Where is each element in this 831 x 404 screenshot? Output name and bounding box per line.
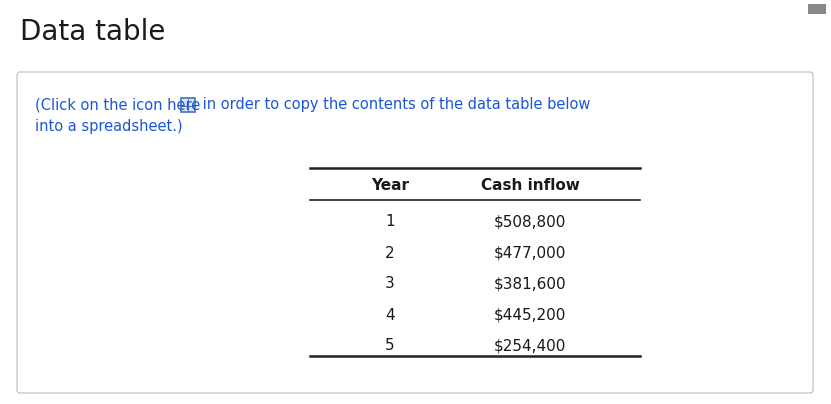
Text: $381,600: $381,600 xyxy=(494,276,566,292)
Text: (Click on the icon here: (Click on the icon here xyxy=(35,97,205,112)
Text: Year: Year xyxy=(371,177,409,192)
Text: $477,000: $477,000 xyxy=(494,246,566,261)
Text: into a spreadsheet.): into a spreadsheet.) xyxy=(35,120,183,135)
Text: Cash inflow: Cash inflow xyxy=(480,177,579,192)
Text: $508,800: $508,800 xyxy=(494,215,566,229)
Bar xyxy=(181,98,195,112)
Text: $445,200: $445,200 xyxy=(494,307,566,322)
Text: in order to copy the contents of the data table below: in order to copy the contents of the dat… xyxy=(199,97,591,112)
Text: Data table: Data table xyxy=(20,18,165,46)
Text: $254,400: $254,400 xyxy=(494,339,566,354)
FancyBboxPatch shape xyxy=(17,72,813,393)
Text: 1: 1 xyxy=(386,215,395,229)
Text: 4: 4 xyxy=(386,307,395,322)
Text: 3: 3 xyxy=(385,276,395,292)
Bar xyxy=(808,4,826,14)
Text: 2: 2 xyxy=(386,246,395,261)
Text: 5: 5 xyxy=(386,339,395,354)
